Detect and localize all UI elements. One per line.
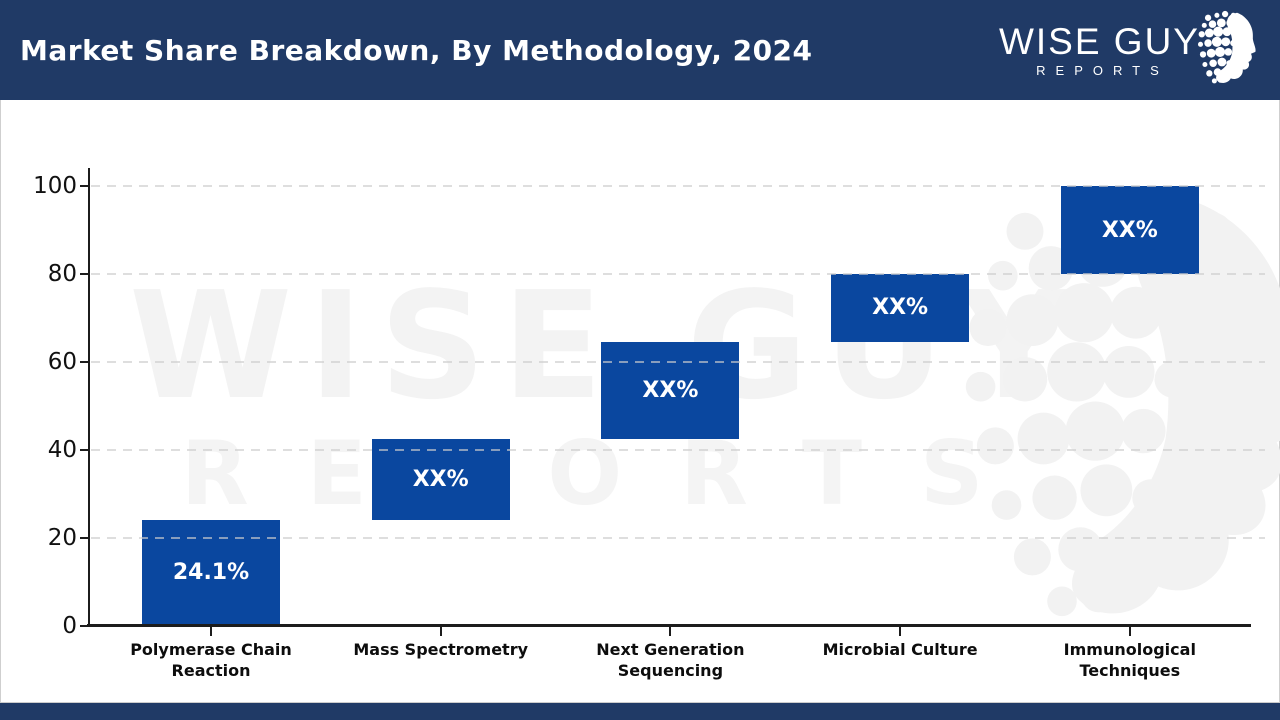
bar-next-generation-sequencing: XX%	[601, 341, 740, 439]
x-tick-mark	[899, 627, 902, 636]
y-tick-mark	[80, 273, 88, 275]
watermark-secondary: REPORTS	[181, 422, 1042, 525]
gridline	[91, 185, 1265, 187]
wiseguy-logo-text: WISE GUY REPORTS	[999, 23, 1200, 77]
bar-microbial-culture: XX%	[831, 274, 970, 342]
plot-canvas: WISE GUY REPORTS 0 20 4	[0, 100, 1280, 702]
gridline	[91, 361, 1265, 363]
bar-value-label: XX%	[872, 295, 929, 321]
gridline	[91, 449, 1265, 451]
page-title: Market Share Breakdown, By Methodology, …	[20, 33, 813, 67]
y-tick-mark	[80, 625, 88, 627]
y-tick-label: 60	[47, 349, 77, 375]
y-tick-label: 20	[47, 525, 77, 551]
gridline	[91, 537, 1265, 539]
category-label: Polymerase Chain Reaction	[130, 640, 292, 680]
bar-value-label: XX%	[1101, 217, 1158, 243]
y-tick-label: 0	[62, 613, 77, 639]
bar-polymerase-chain-reaction: 24.1%	[142, 519, 280, 626]
x-tick-mark	[210, 627, 212, 636]
x-tick-mark	[1128, 627, 1131, 636]
y-tick-mark	[80, 185, 88, 187]
footer-band	[0, 702, 1280, 720]
bar-value-label: XX%	[642, 377, 699, 403]
y-tick-label: 80	[47, 261, 77, 287]
x-tick-mark	[669, 627, 672, 636]
category-label: Immunological Techniques	[1063, 640, 1196, 680]
x-tick-mark	[439, 627, 442, 636]
y-tick-mark	[80, 361, 88, 363]
y-tick-label: 100	[33, 173, 77, 199]
category-label: Next Generation Sequencing	[596, 640, 745, 680]
bar-value-label: 24.1%	[172, 560, 250, 586]
x-axis-line	[87, 624, 1251, 627]
header-band: Market Share Breakdown, By Methodology, …	[0, 0, 1280, 100]
bar-immunological-techniques: XX%	[1060, 186, 1199, 274]
wiseguy-face-icon	[1194, 9, 1260, 91]
bar-mass-spectrometry: XX%	[371, 438, 510, 520]
face-profile	[1216, 12, 1256, 83]
category-label: Microbial Culture	[822, 640, 978, 659]
y-tick-label: 40	[47, 437, 77, 463]
y-tick-mark	[80, 537, 88, 539]
category-label: Mass Spectrometry	[353, 640, 529, 659]
y-axis-line	[88, 168, 90, 627]
wiseguy-logo-primary: WISE GUY	[998, 21, 1200, 62]
y-tick-mark	[80, 449, 88, 451]
bar-value-label: XX%	[412, 466, 469, 492]
gridline	[91, 273, 1265, 275]
wiseguy-logo-secondary: REPORTS	[1036, 63, 1169, 78]
wiseguy-logo: WISE GUY REPORTS	[999, 9, 1260, 91]
